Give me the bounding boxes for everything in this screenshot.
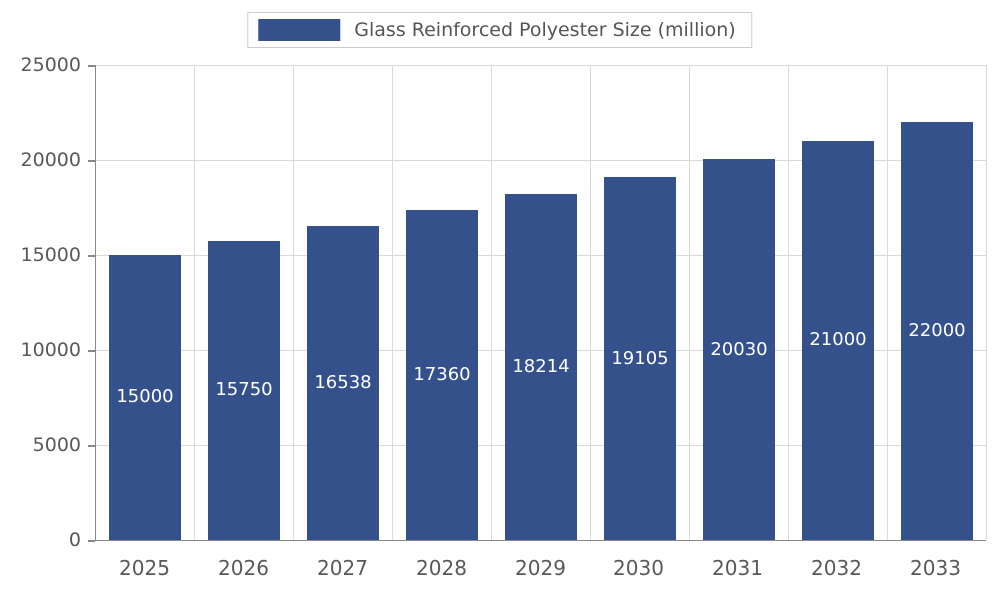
bar: 17360 [406, 210, 478, 540]
y-axis-tick-label: 0 [68, 529, 81, 551]
gridline-horizontal [96, 159, 986, 161]
legend: Glass Reinforced Polyester Size (million… [247, 12, 753, 48]
bar-value-label: 15000 [116, 386, 174, 407]
gridline-horizontal [96, 64, 986, 66]
bar: 22000 [901, 122, 973, 540]
y-axis-tick-label: 20000 [20, 149, 81, 171]
bar: 16538 [307, 226, 379, 540]
bar-value-label: 21000 [809, 329, 867, 350]
bar-value-label: 19105 [611, 348, 669, 369]
gridline-vertical [688, 65, 690, 540]
bar-value-label: 16538 [314, 372, 372, 393]
gridline-vertical [293, 65, 295, 540]
y-axis-tick-mark [88, 350, 95, 352]
bar-value-label: 20030 [710, 339, 768, 360]
x-axis-tick-label: 2025 [119, 556, 170, 580]
bar: 21000 [802, 141, 874, 540]
bar: 20030 [703, 159, 775, 540]
bar-value-label: 15750 [215, 379, 273, 400]
gridline-vertical [985, 65, 987, 540]
x-axis-tick-label: 2030 [613, 556, 664, 580]
y-axis-tick-mark [88, 160, 95, 162]
gridline-vertical [787, 65, 789, 540]
x-axis-tick-label: 2026 [218, 556, 269, 580]
y-axis-tick-mark [88, 65, 95, 67]
legend-label: Glass Reinforced Polyester Size (million… [354, 19, 736, 41]
y-axis-tick-mark [88, 445, 95, 447]
bar-value-label: 18214 [512, 356, 570, 377]
gridline-vertical [589, 65, 591, 540]
bar: 18214 [505, 194, 577, 540]
y-axis-tick-mark [88, 255, 95, 257]
y-axis-tick-label: 10000 [20, 339, 81, 361]
y-axis-tick-label: 25000 [20, 54, 81, 76]
x-axis-tick-label: 2027 [317, 556, 368, 580]
bar-value-label: 22000 [908, 320, 966, 341]
legend-swatch [258, 19, 341, 41]
gridline-vertical [392, 65, 394, 540]
bar: 19105 [604, 177, 676, 540]
gridline-vertical [491, 65, 493, 540]
bar: 15000 [109, 255, 181, 540]
y-axis-tick-label: 5000 [32, 434, 81, 456]
bar: 15750 [208, 241, 280, 540]
gridline-vertical [886, 65, 888, 540]
y-axis-tick-label: 15000 [20, 244, 81, 266]
x-axis-tick-label: 2031 [712, 556, 763, 580]
x-axis-tick-label: 2032 [811, 556, 862, 580]
bar-value-label: 17360 [413, 364, 471, 385]
x-axis-tick-label: 2033 [910, 556, 961, 580]
x-axis-tick-label: 2028 [416, 556, 467, 580]
plot-area: 15000 15750 16538 17360 18214 19105 20030 21000… [95, 64, 987, 541]
gridline-vertical [194, 65, 196, 540]
y-axis-tick-mark [88, 540, 95, 542]
x-axis-tick-label: 2029 [515, 556, 566, 580]
